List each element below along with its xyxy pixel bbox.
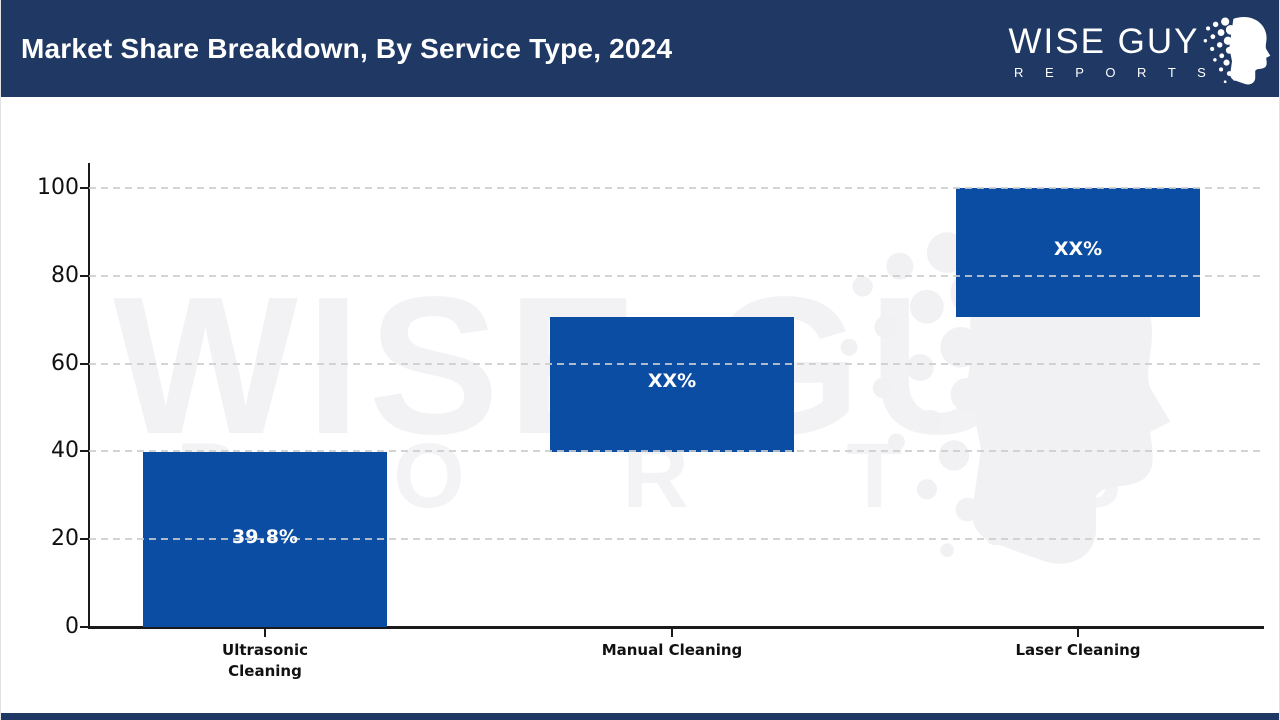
y-tick-label: 40 [51,438,79,464]
page-title: Market Share Breakdown, By Service Type,… [21,32,673,64]
gridline [89,187,1263,189]
brand-wordmark-line1: WISE GUY [1008,22,1200,61]
footer-bar [1,713,1279,720]
x-tick-mark [1077,629,1079,637]
gridline [89,538,1263,541]
x-category-label: Manual Cleaning [601,641,743,659]
y-tick-mark [80,187,88,189]
bar-value-label: XX% [647,370,697,393]
x-category-label: Ultrasonic Cleaning [222,641,308,680]
x-axis-line [88,626,1264,629]
y-tick-label: 60 [51,350,79,376]
brand-face-icon [1203,16,1271,85]
y-tick-label: 0 [65,614,79,639]
y-tick-mark [80,450,88,453]
brand-wordmark-line2: R E P O R T S [1014,65,1215,80]
bar-laser-cleaning [956,188,1200,317]
bar-value-label: XX% [1053,238,1103,261]
bar-value-label: 39.8% [232,525,298,548]
y-tick-label: 100 [37,175,79,200]
y-axis-line [88,163,90,628]
brand-logo: WISE GUY R E P O R T S [1008,8,1273,92]
y-tick-mark [80,538,88,541]
x-category-label: Laser Cleaning [1015,641,1141,659]
x-tick-mark [264,629,266,637]
gridline [89,274,1263,277]
x-tick-mark [671,629,673,637]
y-tick-label: 20 [51,526,79,552]
gridline [89,362,1263,365]
brand-wordmark: WISE GUY R E P O R T S [1008,22,1215,80]
header-bar: Market Share Breakdown, By Service Type,… [1,0,1279,97]
y-tick-mark [80,362,88,365]
y-tick-mark [80,626,88,628]
bar-manual-cleaning [550,316,794,453]
y-tick-label: 80 [51,262,79,288]
y-tick-mark [80,274,88,277]
gridline [89,450,1263,453]
